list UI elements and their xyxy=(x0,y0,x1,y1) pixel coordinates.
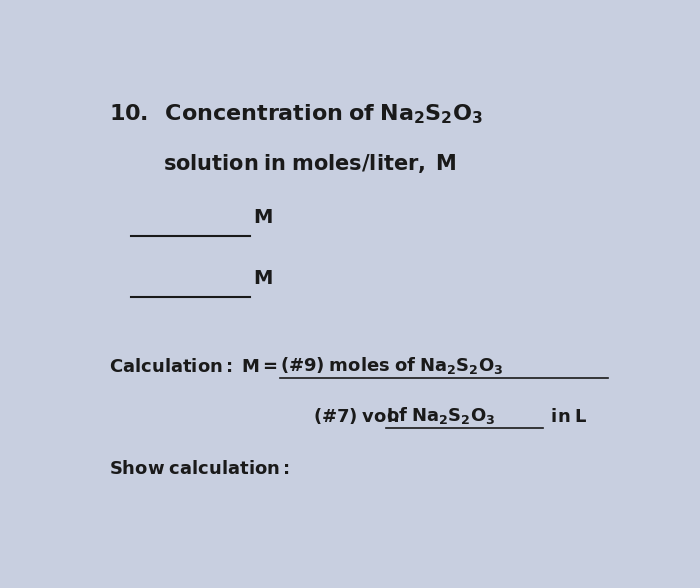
Text: $\mathbf{Show\; calculation:}$: $\mathbf{Show\; calculation:}$ xyxy=(109,460,290,478)
Text: $\mathbf{10.\;\; Concentration\; of\; Na_2S_2O_3}$: $\mathbf{10.\;\; Concentration\; of\; Na… xyxy=(109,102,483,126)
Text: $\mathbf{solution\; in\; moles/liter,\; M}$: $\mathbf{solution\; in\; moles/liter,\; … xyxy=(163,152,456,175)
Text: $\mathbf{(\#7)\; vol.\;}$: $\mathbf{(\#7)\; vol.\;}$ xyxy=(313,406,399,426)
Text: $\mathbf{(\#9)\; moles\; of\; Na_2S_2O_3}$: $\mathbf{(\#9)\; moles\; of\; Na_2S_2O_3… xyxy=(280,355,503,376)
Text: $\mathbf{of\; Na_2S_2O_3}$: $\mathbf{of\; Na_2S_2O_3}$ xyxy=(386,405,496,426)
Text: $\mathbf{Calculation:\; M =}$: $\mathbf{Calculation:\; M =}$ xyxy=(109,358,278,376)
Text: $\mathbf{M}$: $\mathbf{M}$ xyxy=(253,208,272,227)
Text: $\mathbf{\; in\; L}$: $\mathbf{\; in\; L}$ xyxy=(546,408,587,426)
Text: $\mathbf{M}$: $\mathbf{M}$ xyxy=(253,269,272,288)
